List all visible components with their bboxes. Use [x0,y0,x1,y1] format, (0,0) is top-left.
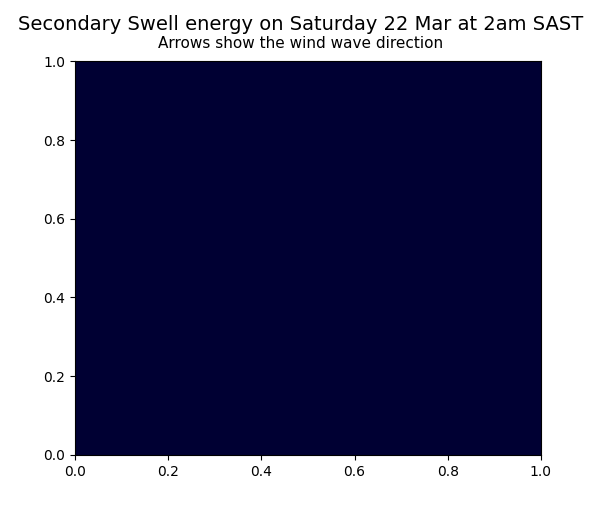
Text: Secondary Swell energy on Saturday 22 Mar at 2am SAST: Secondary Swell energy on Saturday 22 Ma… [18,15,583,34]
Text: Arrows show the wind wave direction: Arrows show the wind wave direction [158,36,443,51]
